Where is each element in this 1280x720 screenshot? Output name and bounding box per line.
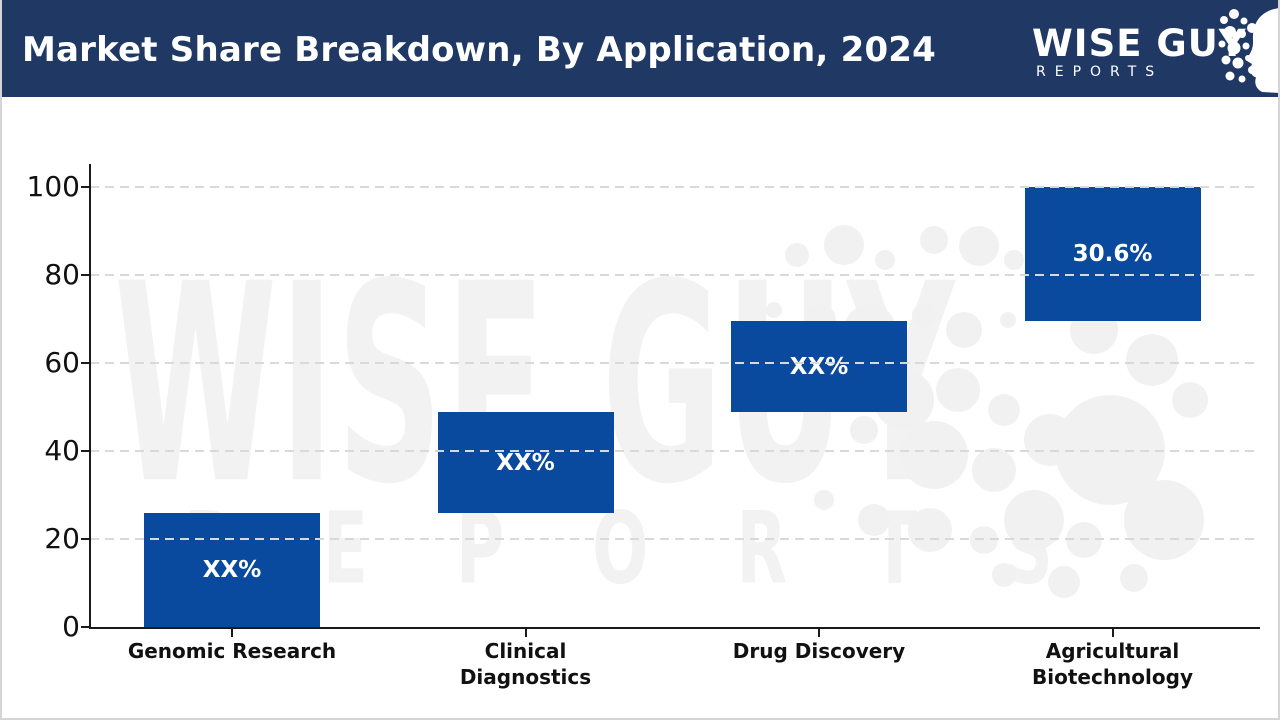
bar-genomic-research: XX% bbox=[144, 513, 320, 627]
bar-value-label: XX% bbox=[496, 449, 555, 476]
x-category-label-line: Agricultural bbox=[1045, 639, 1180, 663]
x-tick-3 bbox=[1111, 629, 1114, 637]
gridline-y-40 bbox=[90, 449, 1255, 452]
y-tick-label: 20 bbox=[44, 521, 80, 555]
x-category-label: Drug Discovery bbox=[689, 638, 949, 664]
y-tick-40 bbox=[81, 449, 89, 452]
y-tick-80 bbox=[81, 273, 89, 276]
page-title: Market Share Breakdown, By Application, … bbox=[22, 30, 937, 70]
y-tick-label: 60 bbox=[44, 345, 80, 379]
x-category-label-line: Drug Discovery bbox=[732, 639, 906, 663]
bar-value-label: 30.6% bbox=[1072, 240, 1153, 267]
x-category-label-line: Biotechnology bbox=[1032, 665, 1193, 689]
gridline-y-20 bbox=[90, 537, 1255, 540]
bar-agricultural-biotechnology: 30.6% bbox=[1024, 186, 1201, 322]
logo-subtitle: REPORTS bbox=[1036, 64, 1164, 80]
x-tick-0 bbox=[231, 629, 233, 637]
x-category-label: Clinical Diagnostics bbox=[396, 638, 656, 690]
header-bar: Market Share Breakdown, By Application, … bbox=[2, 0, 1278, 97]
y-tick-100 bbox=[81, 185, 89, 188]
x-category-label-line: Clinical bbox=[484, 639, 567, 663]
y-tick-label: 100 bbox=[26, 169, 80, 203]
x-category-label: Genomic Research bbox=[102, 638, 362, 664]
x-category-label-line: Diagnostics bbox=[459, 665, 592, 689]
logo-face-dots-icon bbox=[1218, 8, 1278, 93]
x-tick-2 bbox=[818, 629, 820, 637]
y-tick-label: 40 bbox=[44, 433, 80, 467]
wise-guy-reports-logo: WISE GUY REPORTS bbox=[1032, 6, 1278, 94]
bar-drug-discovery: XX% bbox=[731, 321, 907, 413]
gridline-y-100 bbox=[90, 185, 1255, 188]
watermark-subtitle: REPORTS bbox=[184, 491, 1141, 607]
y-axis-line bbox=[89, 164, 91, 629]
y-tick-60 bbox=[81, 361, 89, 364]
bar-value-label: XX% bbox=[202, 557, 262, 584]
x-axis-line bbox=[89, 627, 1260, 629]
y-tick-0 bbox=[81, 626, 89, 628]
y-tick-20 bbox=[81, 537, 89, 540]
y-tick-label: 0 bbox=[62, 610, 80, 643]
bar-clinical-diagnostics: XX% bbox=[437, 412, 614, 514]
bar-value-label: XX% bbox=[789, 353, 849, 380]
logo-wordmark: WISE GUY bbox=[1032, 22, 1247, 65]
x-category-label-line: Genomic Research bbox=[127, 639, 337, 663]
gridline-y-60 bbox=[90, 361, 1255, 364]
gridline-y-80 bbox=[90, 273, 1255, 276]
x-tick-1 bbox=[524, 629, 527, 637]
x-category-label: Agricultural Biotechnology bbox=[983, 638, 1243, 690]
y-tick-label: 80 bbox=[44, 257, 80, 291]
